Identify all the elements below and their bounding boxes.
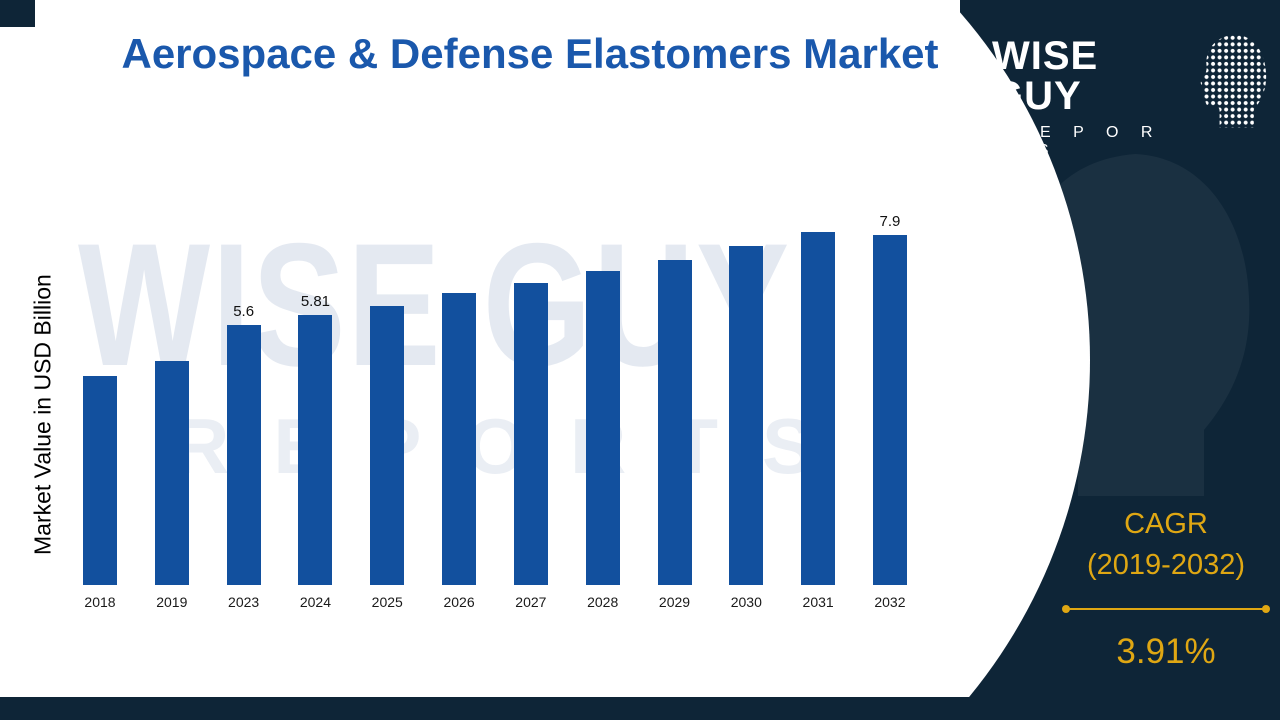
bar-value-label: 5.81: [300, 292, 331, 310]
x-axis-tick-label: 2019: [156, 594, 188, 610]
bar: [585, 271, 620, 585]
bottom-bar: [0, 697, 1280, 720]
x-axis-tick-label: 2027: [515, 594, 547, 610]
x-axis-labels: 2018 2019 2023 2024 2025 2026 2027 2028 2029 2030…: [80, 594, 910, 610]
bar: [226, 324, 261, 585]
bar-column: 5.81: [295, 213, 335, 585]
cagr-range: (2019-2032): [1087, 549, 1245, 581]
bar-plot: 5.6 5.81 7.9: [80, 213, 910, 585]
bar-value-label: 7.9: [879, 213, 901, 230]
bar-column: [439, 213, 479, 585]
bar: [657, 259, 692, 585]
corner-accent: [0, 0, 35, 27]
bar: [83, 375, 117, 585]
wiseguy-logo: WISE GUY R E P O R T S: [992, 28, 1272, 160]
x-axis-tick-label: 2030: [730, 594, 762, 610]
cagr-block: CAGR (2019-2032) 3.91%: [1062, 508, 1270, 672]
x-axis-tick-label: 2024: [299, 594, 332, 610]
cagr-value: 3.91%: [1116, 632, 1216, 671]
logo-text: WISE GUY R E P O R T S: [992, 36, 1188, 160]
cagr-label: CAGR: [1124, 508, 1208, 540]
bar: [442, 293, 477, 585]
bar: [370, 306, 405, 585]
logo-dotted-head-icon: [1200, 34, 1267, 128]
x-axis-tick-label: 2023: [228, 594, 260, 610]
bar: [298, 314, 333, 585]
bar: [513, 282, 548, 585]
bar-column: 5.6: [224, 213, 264, 585]
bar-column: [80, 213, 120, 585]
x-axis-tick-label: 2028: [587, 594, 619, 610]
curved-divider: [30, 0, 1090, 720]
bar: [801, 231, 836, 585]
bar-value-label: 5.6: [233, 302, 255, 320]
bar-column: [367, 213, 407, 585]
x-axis-tick-label: 2032: [874, 594, 906, 610]
x-axis-tick-label: 2026: [443, 594, 475, 610]
bar: [872, 235, 907, 585]
logo-subtitle: R E P O R T S: [1006, 124, 1162, 159]
page-title: Aerospace & Defense Elastomers Market: [121, 30, 939, 77]
bar-column: [726, 213, 766, 585]
bar: [729, 245, 764, 585]
bar: [154, 360, 189, 585]
bar-column: [655, 213, 695, 585]
x-axis-tick-label: 2018: [84, 594, 116, 610]
x-axis-tick-label: 2029: [658, 594, 691, 610]
bar-column: [152, 213, 192, 585]
bar-column: [511, 213, 551, 585]
cagr-divider: [1062, 605, 1270, 613]
bar-column: 7.9: [870, 213, 910, 585]
bar-column: [798, 213, 838, 585]
x-axis-tick-label: 2025: [371, 594, 403, 610]
bar-column: [583, 213, 623, 585]
logo-wordmark: WISE GUY: [992, 34, 1099, 118]
y-axis-label: Market Value in USD Billion: [29, 274, 56, 556]
x-axis-tick-label: 2031: [802, 594, 834, 610]
